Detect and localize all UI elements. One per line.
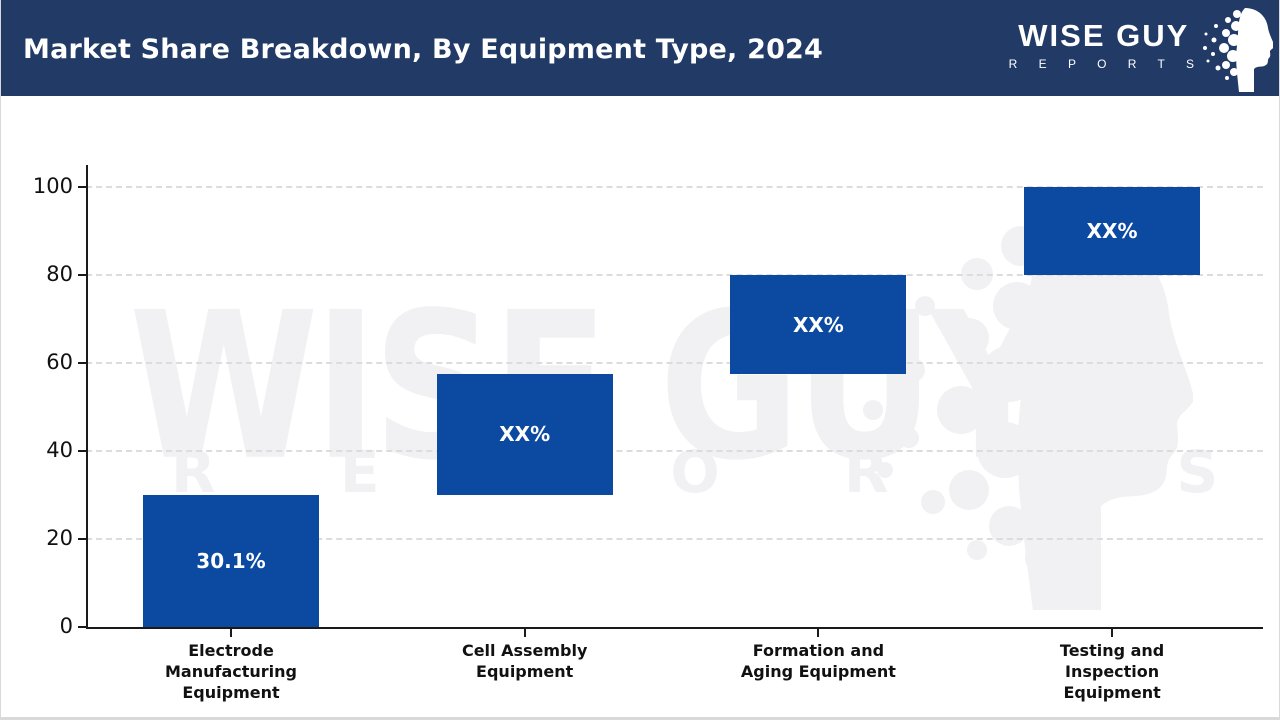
- x-tick-mark: [1111, 629, 1114, 637]
- bar-value-label: XX%: [792, 312, 844, 337]
- category-label-line: Cell Assembly: [461, 641, 588, 660]
- bar-segment: 30.1%: [143, 494, 319, 627]
- gridline: [86, 450, 1263, 452]
- gridline: [86, 186, 1263, 188]
- x-tick-mark: [523, 629, 526, 637]
- y-tick-mark: [78, 274, 86, 276]
- gridline: [86, 538, 1263, 540]
- category-label-line: Formation and: [752, 641, 885, 660]
- x-tick-mark: [230, 629, 232, 637]
- y-tick-label: 80: [46, 262, 73, 286]
- x-tick-mark: [817, 629, 820, 637]
- y-tick-mark: [78, 626, 86, 628]
- category-label-line: Equipment: [1063, 683, 1161, 702]
- bar-value-label: XX%: [1086, 219, 1138, 243]
- y-tick-label: 20: [46, 526, 73, 550]
- category-label-line: Testing and: [1059, 641, 1165, 660]
- y-tick-mark: [78, 362, 86, 364]
- bar-value-label: XX%: [499, 422, 551, 447]
- category-label: Testing and Inspection Equipment: [992, 640, 1232, 703]
- bar-segment: XX%: [730, 275, 907, 374]
- gridline: [86, 362, 1263, 364]
- header-band: Market Share Breakdown, By Equipment Typ…: [1, 0, 1279, 96]
- y-tick-label: 40: [46, 438, 73, 462]
- category-label-line: Equipment: [182, 683, 280, 702]
- category-label: Electrode Manufacturing Equipment: [111, 640, 351, 703]
- logo-wordmark: WISE GUY: [1018, 18, 1190, 53]
- bar-segment: XX%: [1024, 187, 1201, 275]
- watermark-head-icon: [863, 218, 1193, 610]
- category-label: Cell Assembly Equipment: [405, 640, 645, 682]
- y-tick-mark: [78, 450, 86, 452]
- category-label-line: Aging Equipment: [740, 662, 896, 681]
- category-label-line: Inspection: [1065, 662, 1160, 681]
- y-tick-label: 60: [46, 350, 73, 374]
- category-label-line: Manufacturing: [165, 662, 297, 681]
- wise-guy-logo: WISE GUY R E P O R T S: [1009, 4, 1273, 92]
- logo-subtitle: R E P O R T S: [1008, 57, 1203, 71]
- page-title: Market Share Breakdown, By Equipment Typ…: [23, 34, 824, 65]
- y-axis-line: [86, 165, 88, 629]
- y-tick-label: 0: [59, 614, 73, 638]
- y-tick-label: 100: [32, 174, 73, 198]
- x-axis-line: [86, 627, 1263, 629]
- category-label: Formation and Aging Equipment: [698, 640, 938, 682]
- logo-text: WISE GUY R E P O R T S: [1005, 18, 1203, 71]
- bar-segment: XX%: [436, 374, 613, 495]
- y-tick-mark: [78, 538, 86, 540]
- gridline: [86, 274, 1263, 276]
- category-label-line: Equipment: [476, 662, 574, 681]
- category-label-line: Electrode: [188, 641, 274, 660]
- y-tick-mark: [78, 186, 86, 188]
- dotted-head-profile-icon: [1203, 8, 1273, 92]
- bar-value-label: 30.1%: [196, 548, 266, 573]
